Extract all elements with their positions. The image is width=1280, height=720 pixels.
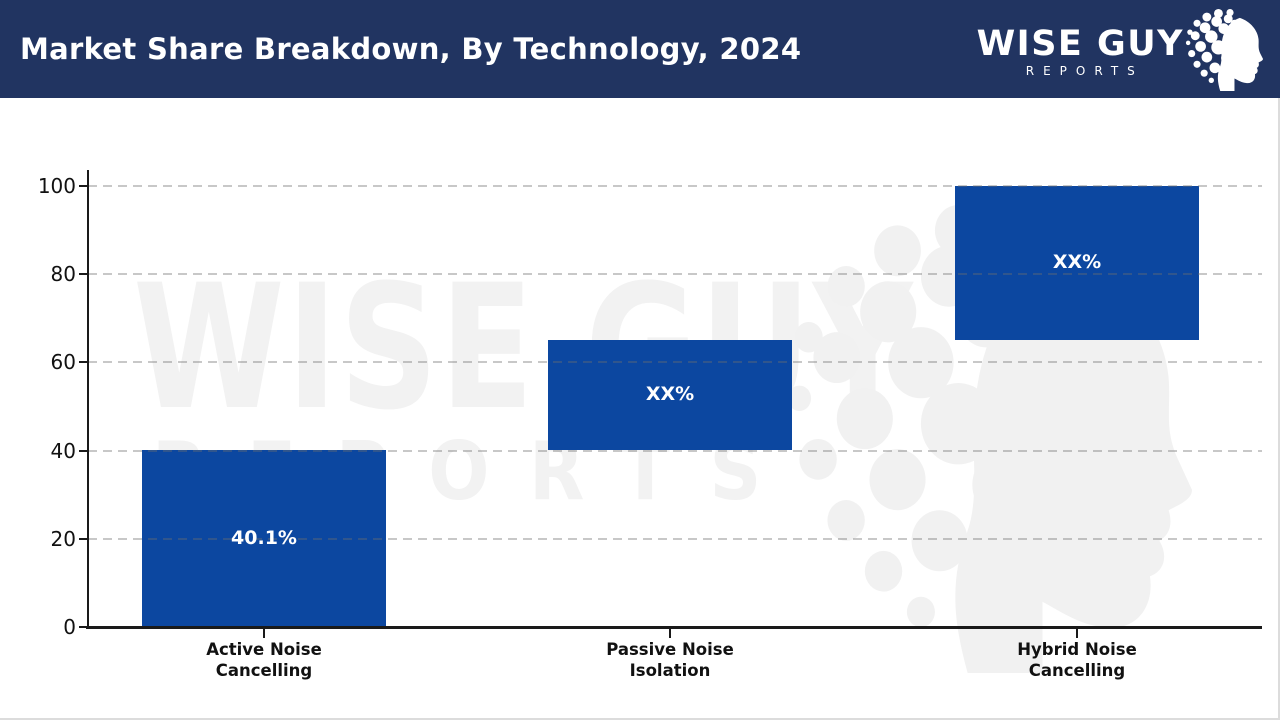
x-category-label-line: Cancelling	[215, 661, 313, 680]
y-tick-label-40: 40	[50, 439, 76, 463]
logo-text: WISE GUY REPORTS	[976, 24, 1184, 78]
x-category-label-2: Hybrid Noise Cancelling	[947, 639, 1207, 681]
gridline-20	[88, 538, 1262, 540]
y-tick-label-100: 100	[37, 174, 76, 198]
bar-2	[955, 186, 1199, 340]
x-category-label-0: Active Noise Cancelling	[134, 639, 394, 681]
wise-guy-logo: WISE GUY REPORTS	[977, 8, 1264, 92]
gridline-80	[88, 273, 1262, 275]
x-category-label-1: Passive Noise Isolation	[540, 639, 800, 681]
gridline-40	[88, 450, 1262, 452]
y-tick-0	[79, 626, 88, 628]
y-tick-100	[79, 185, 88, 187]
head-profile-dots-icon	[1185, 9, 1263, 91]
y-tick-label-80: 80	[50, 262, 76, 286]
bar-value-label-1: XX%	[645, 383, 695, 405]
page-title: Market Share Breakdown, By Technology, 2…	[20, 32, 802, 66]
x-tick-1	[669, 629, 671, 638]
y-tick-40	[79, 450, 88, 452]
y-tick-label-20: 20	[50, 527, 76, 551]
bar-value-label-2: XX%	[1052, 251, 1102, 273]
header-bar: Market Share Breakdown, By Technology, 2…	[0, 0, 1280, 98]
x-axis-line	[86, 626, 1262, 629]
x-category-label-line: Cancelling	[1028, 661, 1126, 680]
x-tick-2	[1076, 629, 1078, 638]
x-category-label-line: Isolation	[629, 661, 711, 680]
y-tick-label-0: 0	[63, 615, 76, 639]
x-category-label-line: Active Noise	[206, 640, 322, 659]
chart-area: WISE GUY REPORTS	[0, 98, 1280, 718]
logo-word-reports: REPORTS	[1025, 64, 1144, 78]
bar-0	[142, 450, 386, 627]
bar-1	[548, 340, 792, 450]
y-tick-label-60: 60	[50, 350, 76, 374]
y-tick-60	[79, 361, 88, 363]
gridline-60	[88, 361, 1262, 363]
bar-value-label-0: 40.1%	[231, 527, 297, 549]
x-category-label-line: Hybrid Noise	[1017, 640, 1137, 659]
x-category-label-line: Passive Noise	[606, 640, 734, 659]
y-axis-line	[87, 170, 89, 629]
gridline-100	[88, 185, 1262, 187]
logo-word-wise-guy: WISE GUY	[976, 24, 1184, 64]
y-tick-20	[79, 538, 88, 540]
y-tick-80	[79, 273, 88, 275]
x-tick-0	[263, 629, 265, 638]
